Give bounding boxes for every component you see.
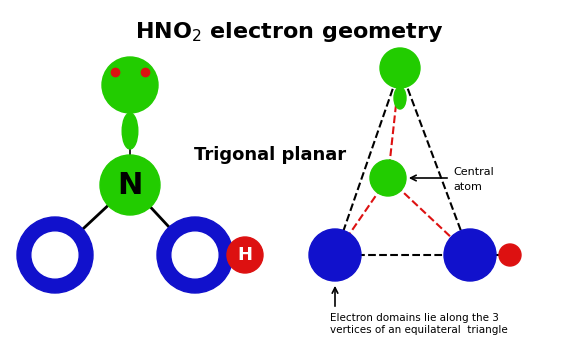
Ellipse shape bbox=[122, 113, 138, 149]
Circle shape bbox=[157, 217, 233, 293]
Text: H: H bbox=[237, 246, 252, 264]
Ellipse shape bbox=[394, 87, 406, 109]
Text: O: O bbox=[183, 241, 207, 269]
Text: Trigonal planar: Trigonal planar bbox=[194, 146, 346, 164]
Circle shape bbox=[227, 237, 263, 273]
Text: HNO$_2$ electron geometry: HNO$_2$ electron geometry bbox=[135, 20, 443, 44]
Text: O: O bbox=[43, 241, 67, 269]
Circle shape bbox=[380, 48, 420, 88]
Circle shape bbox=[499, 244, 521, 266]
Circle shape bbox=[32, 232, 78, 278]
Circle shape bbox=[444, 229, 496, 281]
Circle shape bbox=[100, 155, 160, 215]
Circle shape bbox=[309, 229, 361, 281]
Text: N: N bbox=[118, 171, 142, 199]
Circle shape bbox=[370, 160, 406, 196]
Text: Central: Central bbox=[453, 167, 494, 177]
Text: Electron domains lie along the 3
vertices of an equilateral  triangle: Electron domains lie along the 3 vertice… bbox=[330, 313, 508, 334]
Circle shape bbox=[17, 217, 93, 293]
Circle shape bbox=[102, 57, 158, 113]
Text: atom: atom bbox=[453, 182, 482, 192]
Circle shape bbox=[172, 232, 218, 278]
